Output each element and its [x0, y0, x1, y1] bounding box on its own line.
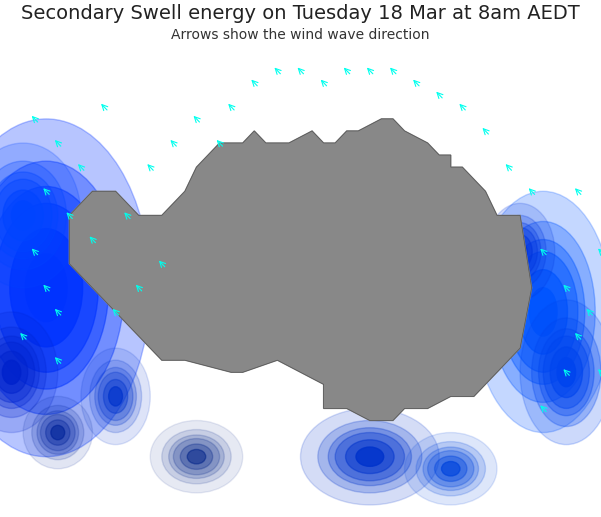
- Ellipse shape: [538, 329, 594, 416]
- Ellipse shape: [494, 216, 546, 288]
- Ellipse shape: [10, 229, 83, 347]
- Ellipse shape: [0, 336, 39, 408]
- Ellipse shape: [109, 387, 123, 406]
- Ellipse shape: [513, 242, 527, 261]
- Ellipse shape: [519, 270, 567, 354]
- Ellipse shape: [46, 420, 70, 445]
- Ellipse shape: [51, 425, 65, 440]
- Ellipse shape: [474, 191, 601, 433]
- Ellipse shape: [25, 254, 67, 322]
- Ellipse shape: [328, 428, 412, 485]
- Ellipse shape: [188, 449, 206, 464]
- Ellipse shape: [23, 397, 93, 469]
- Ellipse shape: [81, 348, 150, 445]
- Ellipse shape: [0, 327, 46, 418]
- Ellipse shape: [169, 435, 224, 478]
- Ellipse shape: [508, 235, 532, 268]
- Ellipse shape: [404, 433, 497, 505]
- Ellipse shape: [150, 420, 243, 493]
- Ellipse shape: [0, 143, 81, 288]
- Ellipse shape: [0, 342, 35, 402]
- Ellipse shape: [0, 187, 109, 389]
- Ellipse shape: [0, 161, 67, 270]
- Ellipse shape: [318, 420, 422, 493]
- Ellipse shape: [3, 190, 43, 241]
- Ellipse shape: [0, 161, 124, 415]
- Ellipse shape: [423, 447, 478, 491]
- Ellipse shape: [180, 444, 213, 469]
- Ellipse shape: [543, 336, 590, 408]
- Ellipse shape: [11, 201, 35, 230]
- Text: Secondary Swell energy on Tuesday 18 Mar at 8am AEDT: Secondary Swell energy on Tuesday 18 Mar…: [21, 4, 580, 23]
- Ellipse shape: [428, 451, 474, 487]
- Text: Arrows show the wind wave direction: Arrows show the wind wave direction: [171, 28, 430, 42]
- Ellipse shape: [486, 203, 555, 300]
- Ellipse shape: [356, 447, 383, 466]
- Ellipse shape: [442, 462, 460, 476]
- Ellipse shape: [0, 179, 52, 252]
- Ellipse shape: [491, 221, 595, 402]
- Ellipse shape: [90, 360, 142, 433]
- Ellipse shape: [32, 405, 84, 460]
- Ellipse shape: [0, 172, 58, 259]
- Ellipse shape: [300, 408, 439, 505]
- Ellipse shape: [0, 203, 98, 372]
- Ellipse shape: [0, 119, 150, 457]
- Ellipse shape: [37, 411, 79, 454]
- Ellipse shape: [550, 347, 582, 398]
- Polygon shape: [69, 119, 532, 420]
- Ellipse shape: [499, 223, 541, 281]
- Ellipse shape: [162, 430, 231, 484]
- Ellipse shape: [508, 252, 578, 372]
- Ellipse shape: [98, 372, 133, 420]
- Ellipse shape: [173, 438, 219, 475]
- Ellipse shape: [435, 456, 467, 481]
- Ellipse shape: [346, 440, 394, 474]
- Ellipse shape: [0, 312, 58, 433]
- Ellipse shape: [0, 351, 28, 393]
- Ellipse shape: [502, 239, 585, 384]
- Ellipse shape: [557, 358, 576, 387]
- Ellipse shape: [532, 318, 601, 427]
- Ellipse shape: [416, 442, 486, 496]
- Ellipse shape: [2, 360, 21, 384]
- Ellipse shape: [40, 415, 75, 451]
- Ellipse shape: [335, 433, 404, 481]
- Ellipse shape: [520, 300, 601, 445]
- Ellipse shape: [529, 288, 557, 336]
- Ellipse shape: [95, 368, 136, 425]
- Ellipse shape: [103, 379, 128, 413]
- Ellipse shape: [503, 227, 537, 276]
